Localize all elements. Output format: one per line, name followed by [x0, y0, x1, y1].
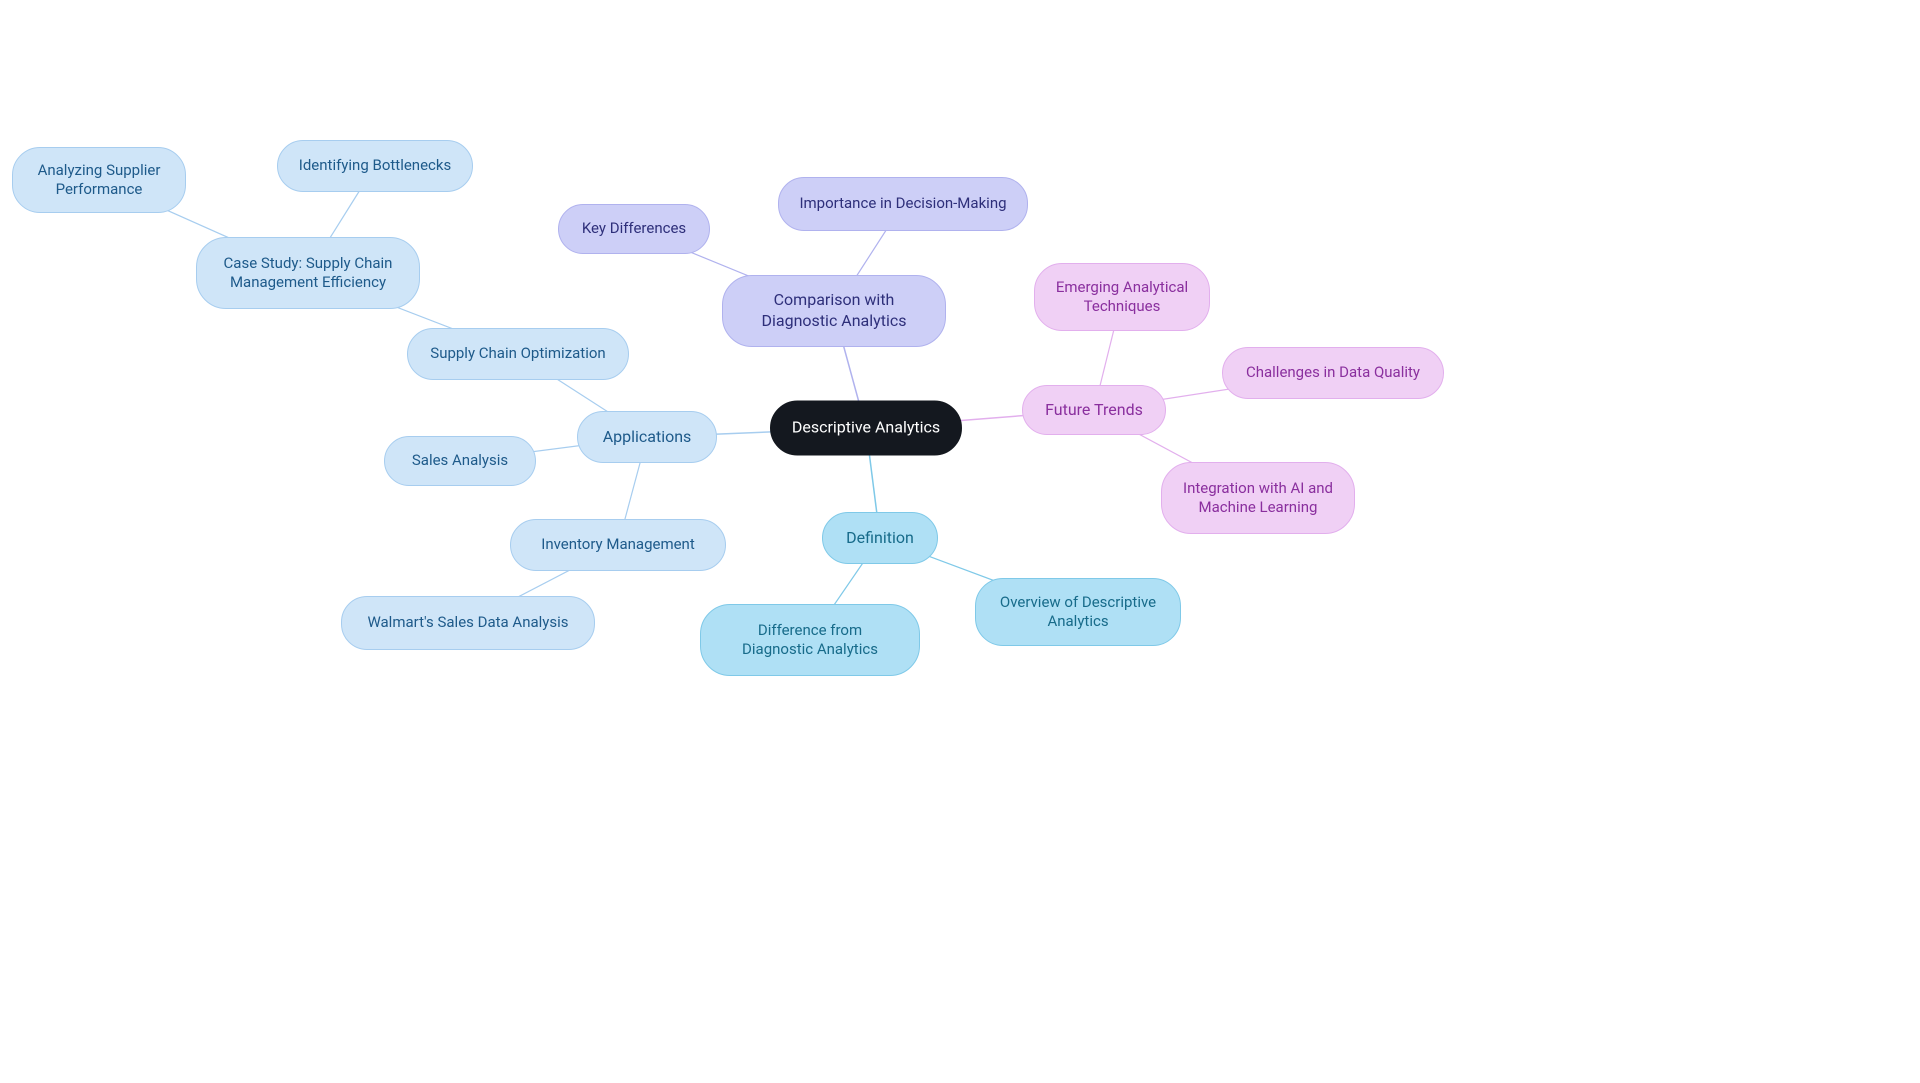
- node-fut-emerging[interactable]: Emerging Analytical Techniques: [1034, 263, 1210, 331]
- node-label: Analyzing Supplier Performance: [33, 161, 165, 200]
- node-app-inventory[interactable]: Inventory Management: [510, 519, 726, 571]
- node-comp-keydiff[interactable]: Key Differences: [558, 204, 710, 254]
- node-label: Emerging Analytical Techniques: [1055, 278, 1189, 317]
- node-fut-ai[interactable]: Integration with AI and Machine Learning: [1161, 462, 1355, 534]
- node-definition[interactable]: Definition: [822, 512, 938, 564]
- node-label: Applications: [603, 427, 692, 448]
- node-app-supplier[interactable]: Analyzing Supplier Performance: [12, 147, 186, 213]
- node-label: Future Trends: [1045, 400, 1143, 421]
- node-label: Integration with AI and Machine Learning: [1182, 479, 1334, 518]
- node-comparison[interactable]: Comparison with Diagnostic Analytics: [722, 275, 946, 347]
- node-app-supply[interactable]: Supply Chain Optimization: [407, 328, 629, 380]
- node-label: Key Differences: [582, 219, 686, 239]
- mindmap-canvas: Descriptive Analytics Definition Overview …: [0, 0, 1920, 1083]
- node-app-bottlenecks[interactable]: Identifying Bottlenecks: [277, 140, 473, 192]
- node-label: Identifying Bottlenecks: [299, 156, 451, 176]
- node-future[interactable]: Future Trends: [1022, 385, 1166, 435]
- node-label: Walmart's Sales Data Analysis: [367, 613, 568, 633]
- node-label: Importance in Decision-Making: [799, 194, 1006, 214]
- node-label: Supply Chain Optimization: [430, 344, 605, 364]
- node-app-sales[interactable]: Sales Analysis: [384, 436, 536, 486]
- node-label: Case Study: Supply Chain Management Effi…: [217, 254, 399, 293]
- node-app-walmart[interactable]: Walmart's Sales Data Analysis: [341, 596, 595, 650]
- node-label: Comparison with Diagnostic Analytics: [743, 290, 925, 332]
- node-app-casestudy[interactable]: Case Study: Supply Chain Management Effi…: [196, 237, 420, 309]
- node-label: Sales Analysis: [412, 451, 508, 471]
- node-label: Definition: [846, 528, 914, 549]
- node-label: Inventory Management: [541, 535, 695, 555]
- node-fut-quality[interactable]: Challenges in Data Quality: [1222, 347, 1444, 399]
- node-label: Difference from Diagnostic Analytics: [721, 621, 899, 660]
- node-def-overview[interactable]: Overview of Descriptive Analytics: [975, 578, 1181, 646]
- node-root[interactable]: Descriptive Analytics: [770, 401, 962, 456]
- node-label: Challenges in Data Quality: [1246, 363, 1420, 383]
- node-label: Overview of Descriptive Analytics: [996, 593, 1160, 632]
- node-def-diff[interactable]: Difference from Diagnostic Analytics: [700, 604, 920, 676]
- node-applications[interactable]: Applications: [577, 411, 717, 463]
- node-comp-importance[interactable]: Importance in Decision-Making: [778, 177, 1028, 231]
- node-label: Descriptive Analytics: [792, 418, 940, 439]
